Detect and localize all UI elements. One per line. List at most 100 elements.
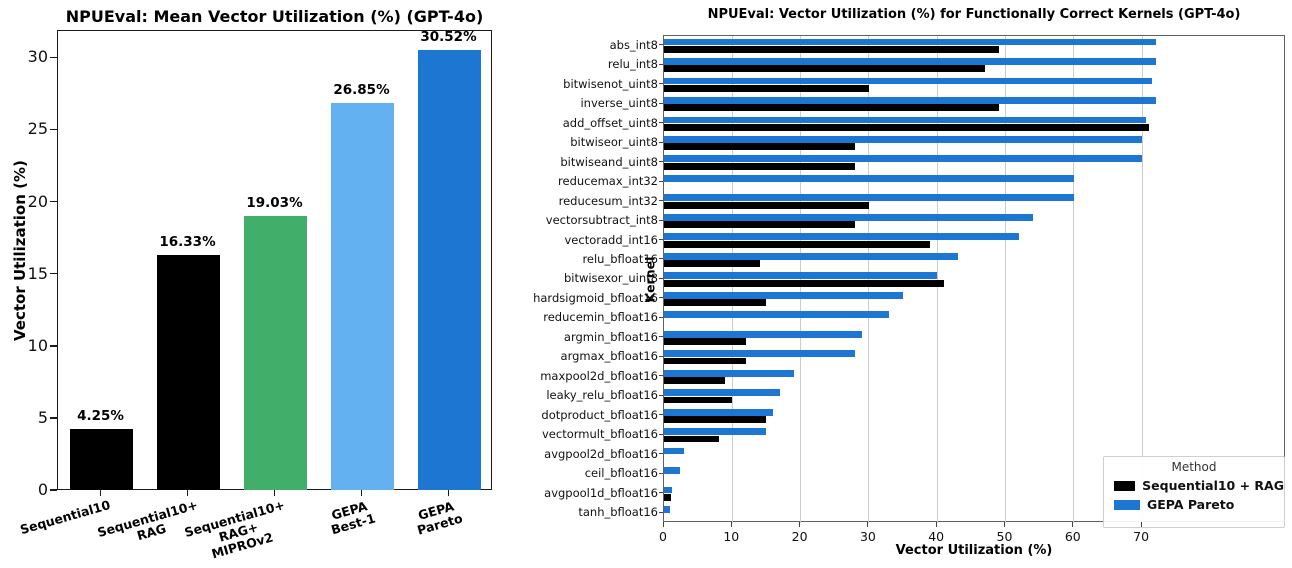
bar-gepa xyxy=(418,49,481,490)
right-ytick-mark xyxy=(659,472,663,474)
bar-gepa-pareto-bitwiseand_uint8 xyxy=(664,155,1143,163)
kernel-label-argmax_bfloat16: argmax_bfloat16 xyxy=(560,349,658,364)
kernel-label-add_offset_uint8: add_offset_uint8 xyxy=(562,115,658,130)
kernel-label-vectoradd_int16: vectoradd_int16 xyxy=(564,232,659,247)
bar-value-label: 4.25% xyxy=(77,407,124,424)
legend-label-sequential10-rag: Sequential10 + RAG xyxy=(1142,478,1284,493)
right-xtick-label: 50 xyxy=(996,529,1013,544)
right-ytick-mark xyxy=(659,44,663,46)
right-ytick-mark xyxy=(659,277,663,279)
left-xtick-mark xyxy=(447,490,450,496)
bar-sequential10-rag-vectorsubtract_int8 xyxy=(664,221,856,229)
right-ytick-mark xyxy=(659,161,663,163)
bar-sequential10-rag-reducesum_int32 xyxy=(664,201,869,209)
bar-value-label: 26.85% xyxy=(333,81,390,98)
bar-sequential10+ xyxy=(244,215,307,490)
right-ytick-mark xyxy=(659,414,663,416)
right-xtick-mark xyxy=(1140,522,1142,527)
bar-gepa-pareto-avgpool2d_bfloat16 xyxy=(664,447,685,455)
bar-sequential10-rag-abs_int8 xyxy=(664,46,999,53)
left-ytick-label: 10 xyxy=(27,335,48,355)
right-ytick-mark xyxy=(659,453,663,455)
left-ytick-label: 0 xyxy=(37,480,48,499)
bar-gepa-pareto-maxpool2d_bfloat16 xyxy=(664,369,794,377)
right-xtick-mark xyxy=(867,522,869,527)
right-ytick-mark xyxy=(659,355,663,357)
bar-gepa-pareto-bitwiseor_uint8 xyxy=(664,136,1143,143)
bar-gepa-pareto-vectoradd_int16 xyxy=(664,233,1020,241)
right-ytick-mark xyxy=(659,375,663,377)
legend: Method Sequential10 + RAG GEPA Pareto xyxy=(1103,456,1285,528)
kernel-label-hardsigmoid_bfloat16: hardsigmoid_bfloat16 xyxy=(533,290,658,305)
right-ytick-mark xyxy=(659,511,663,513)
bar-value-label: 19.03% xyxy=(246,194,303,211)
bar-gepa-pareto-reducemax_int32 xyxy=(664,174,1074,182)
gridline-x20 xyxy=(800,36,802,523)
legend-entry-gepa-pareto: GEPA Pareto xyxy=(1104,497,1284,512)
right-xtick-mark xyxy=(1072,522,1074,527)
left-ytick-label: 30 xyxy=(27,47,48,67)
left-ytick-mark xyxy=(50,417,57,419)
category-label: Sequential10+ RAG+ MIPROv2 xyxy=(182,497,287,562)
bar-gepa xyxy=(331,102,394,490)
gridline-x10 xyxy=(731,36,733,523)
gridline-x50 xyxy=(1005,36,1006,523)
bar-sequential10-rag-argmin_bfloat16 xyxy=(664,338,746,345)
right-xtick-label: 40 xyxy=(928,529,945,544)
right-xtick-label: 70 xyxy=(1133,529,1150,544)
kernel-label-bitwisenot_uint8: bitwisenot_uint8 xyxy=(563,76,658,91)
kernel-label-argmin_bfloat16: argmin_bfloat16 xyxy=(563,329,658,344)
left-xtick-mark xyxy=(186,490,189,496)
right-ytick-mark xyxy=(659,316,663,318)
left-ytick-mark xyxy=(50,200,57,203)
right-xtick-label: 10 xyxy=(723,529,740,544)
left-ytick-mark xyxy=(50,56,57,59)
bar-gepa-pareto-avgpool1d_bfloat16 xyxy=(664,486,673,494)
bar-sequential10-rag-avgpool1d_bfloat16 xyxy=(664,494,671,501)
right-ytick-mark xyxy=(659,239,663,240)
right-xtick-label: 60 xyxy=(1064,529,1081,544)
bar-gepa-pareto-add_offset_uint8 xyxy=(664,116,1146,124)
left-plot-area xyxy=(57,30,492,490)
bar-sequential10-rag-vectoradd_int16 xyxy=(664,240,931,248)
bar-gepa-pareto-vectorsubtract_int8 xyxy=(664,213,1033,221)
right-ytick-mark xyxy=(659,83,663,85)
gridline-x70 xyxy=(1141,36,1143,523)
right-ytick-mark xyxy=(659,122,663,124)
left-xtick-mark xyxy=(360,490,363,496)
right-ytick-mark xyxy=(659,394,663,396)
bar-gepa-pareto-argmin_bfloat16 xyxy=(664,330,863,338)
category-label: GEPA Best-1 xyxy=(329,498,378,538)
right-xtick-label: 0 xyxy=(659,529,667,544)
right-ytick-mark xyxy=(659,433,663,435)
left-chart: NPUEval: Mean Vector Utilization (%) (GP… xyxy=(11,7,492,562)
bar-gepa-pareto-dotproduct_bfloat16 xyxy=(664,408,774,416)
right-ytick-mark xyxy=(659,102,663,104)
left-ytick-mark xyxy=(50,128,57,131)
bar-sequential10-rag-argmax_bfloat16 xyxy=(664,357,746,365)
right-chart-xlabel: Vector Utilization (%) xyxy=(895,543,1053,558)
kernel-label-vectorsubtract_int8: vectorsubtract_int8 xyxy=(545,213,658,228)
legend-entry-sequential10-rag: Sequential10 + RAG xyxy=(1104,478,1284,493)
kernel-label-reducesum_int32: reducesum_int32 xyxy=(558,193,658,208)
category-label: GEPA Pareto xyxy=(415,498,465,538)
bar-sequential10+ xyxy=(157,254,220,490)
left-ytick-mark xyxy=(50,272,57,275)
bar-sequential10-rag-relu_bfloat16 xyxy=(664,260,760,268)
gridline-x40 xyxy=(936,36,938,523)
right-chart: NPUEval: Vector Utilization (%) for Func… xyxy=(533,0,1292,568)
bar-value-label: 30.52% xyxy=(420,28,477,45)
right-xtick-label: 20 xyxy=(791,529,808,544)
right-ytick-mark xyxy=(659,63,663,65)
bar-value-label: 16.33% xyxy=(159,233,216,250)
left-ytick-mark xyxy=(50,344,57,347)
legend-swatch-gepa-pareto xyxy=(1114,499,1140,510)
right-chart-title: NPUEval: Vector Utilization (%) for Func… xyxy=(707,7,1241,22)
kernel-label-bitwisexor_uint8: bitwisexor_uint8 xyxy=(563,271,658,286)
bar-sequential10-rag-inverse_uint8 xyxy=(664,104,999,112)
right-ytick-mark xyxy=(659,219,663,221)
kernel-label-vectormult_bfloat16: vectormult_bfloat16 xyxy=(542,427,658,442)
bar-sequential10-rag-maxpool2d_bfloat16 xyxy=(664,377,726,384)
bar-sequential10-rag-add_offset_uint8 xyxy=(664,123,1149,131)
bar-gepa-pareto-tanh_bfloat16 xyxy=(664,506,671,513)
